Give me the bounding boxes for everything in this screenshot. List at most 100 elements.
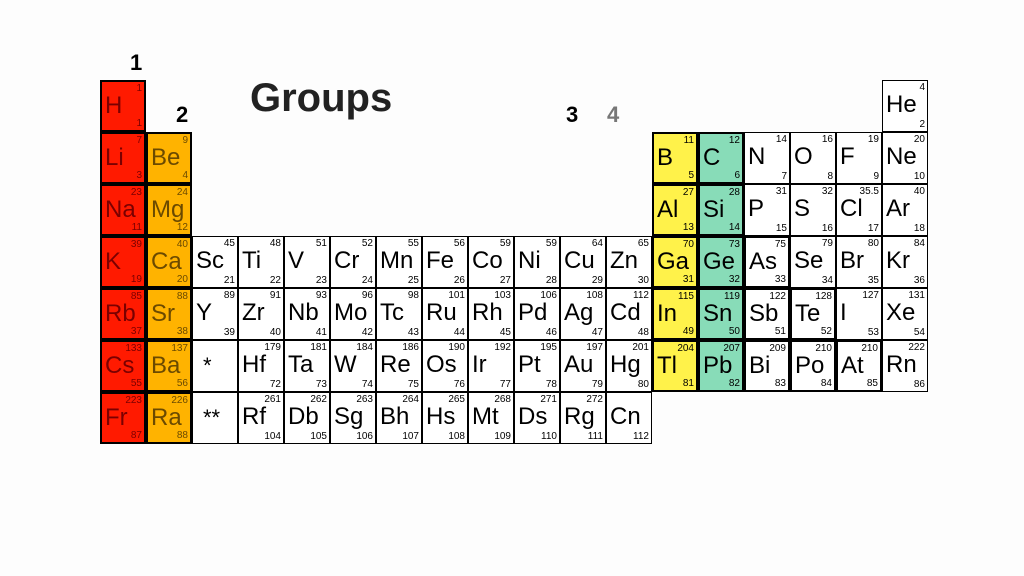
element-symbol: Ru [426, 299, 457, 327]
element-number: 41 [316, 327, 327, 338]
element-cell: Db262105 [284, 392, 330, 444]
title: Groups [250, 76, 392, 121]
element-cell: Ar4018 [882, 184, 928, 236]
element-mass: 14 [776, 134, 787, 145]
element-cell: As7533 [744, 236, 790, 288]
element-cell: N147 [744, 132, 790, 184]
element-number: 47 [592, 327, 603, 338]
element-cell: Bi20983 [744, 340, 790, 392]
element-number: 1 [136, 118, 142, 129]
element-symbol: Zn [610, 247, 638, 275]
element-symbol: F [840, 143, 855, 171]
element-number: 15 [776, 223, 787, 234]
element-mass: 122 [769, 291, 786, 302]
element-cell: Re18675 [376, 340, 422, 392]
element-number: 28 [546, 275, 557, 286]
element-number: 27 [500, 275, 511, 286]
element-symbol: Rh [472, 299, 503, 327]
element-symbol: Ag [564, 299, 593, 327]
element-number: 40 [270, 327, 281, 338]
element-number: 84 [821, 378, 832, 389]
element-symbol: Pd [518, 299, 547, 327]
element-mass: 84 [914, 238, 925, 249]
element-symbol: Cl [840, 195, 863, 223]
element-number: 82 [729, 378, 740, 389]
element-symbol: Te [795, 300, 820, 328]
element-number: 42 [362, 327, 373, 338]
element-number: 55 [131, 378, 142, 389]
element-number: 73 [316, 379, 327, 390]
element-mass: 190 [448, 342, 465, 353]
element-mass: 181 [310, 342, 327, 353]
element-number: 38 [177, 326, 188, 337]
element-mass: 192 [494, 342, 511, 353]
element-mass: 93 [316, 290, 327, 301]
element-cell: Pb20782 [698, 340, 744, 392]
element-mass: 27 [683, 187, 694, 198]
element-cell: K3919 [100, 236, 146, 288]
element-symbol: * [203, 353, 212, 379]
element-mass: 195 [540, 342, 557, 353]
element-cell: Pd10646 [514, 288, 560, 340]
element-cell: Rh10345 [468, 288, 514, 340]
element-symbol: In [657, 300, 677, 328]
element-cell: Nb9341 [284, 288, 330, 340]
element-mass: 115 [678, 291, 694, 302]
element-mass: 31 [776, 186, 787, 197]
element-cell: Rg272111 [560, 392, 606, 444]
element-cell: Mt268109 [468, 392, 514, 444]
element-cell: Ag10847 [560, 288, 606, 340]
element-mass: 88 [177, 291, 188, 302]
element-symbol: At [841, 352, 864, 380]
group-label: 2 [176, 102, 188, 128]
element-cell: O168 [790, 132, 836, 184]
element-symbol: Xe [886, 299, 915, 327]
element-cell: Ti4822 [238, 236, 284, 288]
element-cell: W18474 [330, 340, 376, 392]
element-symbol: H [105, 92, 122, 120]
element-mass: 24 [177, 187, 188, 198]
element-mass: 73 [729, 239, 740, 250]
element-mass: 28 [729, 187, 740, 198]
element-cell: Au19779 [560, 340, 606, 392]
element-symbol: Co [472, 247, 503, 275]
element-number: 109 [494, 431, 511, 442]
element-cell: Te12852 [790, 288, 836, 340]
element-symbol: P [748, 195, 764, 223]
element-cell: Po21084 [790, 340, 836, 392]
element-mass: 209 [769, 343, 786, 354]
element-symbol: Mg [151, 196, 184, 224]
element-mass: 210 [815, 343, 832, 354]
element-number: 46 [546, 327, 557, 338]
element-number: 39 [224, 327, 235, 338]
element-number: 11 [132, 222, 142, 233]
element-cell: H11 [100, 80, 146, 132]
element-number: 19 [131, 274, 142, 285]
element-cell: Xe13154 [882, 288, 928, 340]
element-mass: 210 [861, 343, 878, 354]
element-cell: Rn22286 [882, 340, 928, 392]
element-mass: 262 [310, 394, 327, 405]
element-cell: B115 [652, 132, 698, 184]
element-number: 43 [408, 327, 419, 338]
element-mass: 56 [454, 238, 465, 249]
element-number: 105 [310, 431, 327, 442]
element-symbol: Cr [334, 247, 359, 275]
element-number: 74 [362, 379, 373, 390]
element-cell: Se7934 [790, 236, 836, 288]
element-symbol: Zr [242, 299, 265, 327]
element-symbol: Sc [196, 247, 224, 275]
element-cell: Zn6530 [606, 236, 652, 288]
element-mass: 271 [540, 394, 557, 405]
element-cell: Br8035 [836, 236, 882, 288]
element-number: 25 [408, 275, 419, 286]
element-symbol: Y [196, 299, 212, 327]
element-number: 4 [182, 170, 188, 181]
element-cell: Y8939 [192, 288, 238, 340]
element-number: 54 [914, 327, 925, 338]
element-number: 26 [454, 275, 465, 286]
element-number: 23 [316, 275, 327, 286]
element-symbol: Re [380, 351, 411, 379]
element-number: 35 [868, 275, 879, 286]
element-number: 111 [588, 431, 603, 442]
